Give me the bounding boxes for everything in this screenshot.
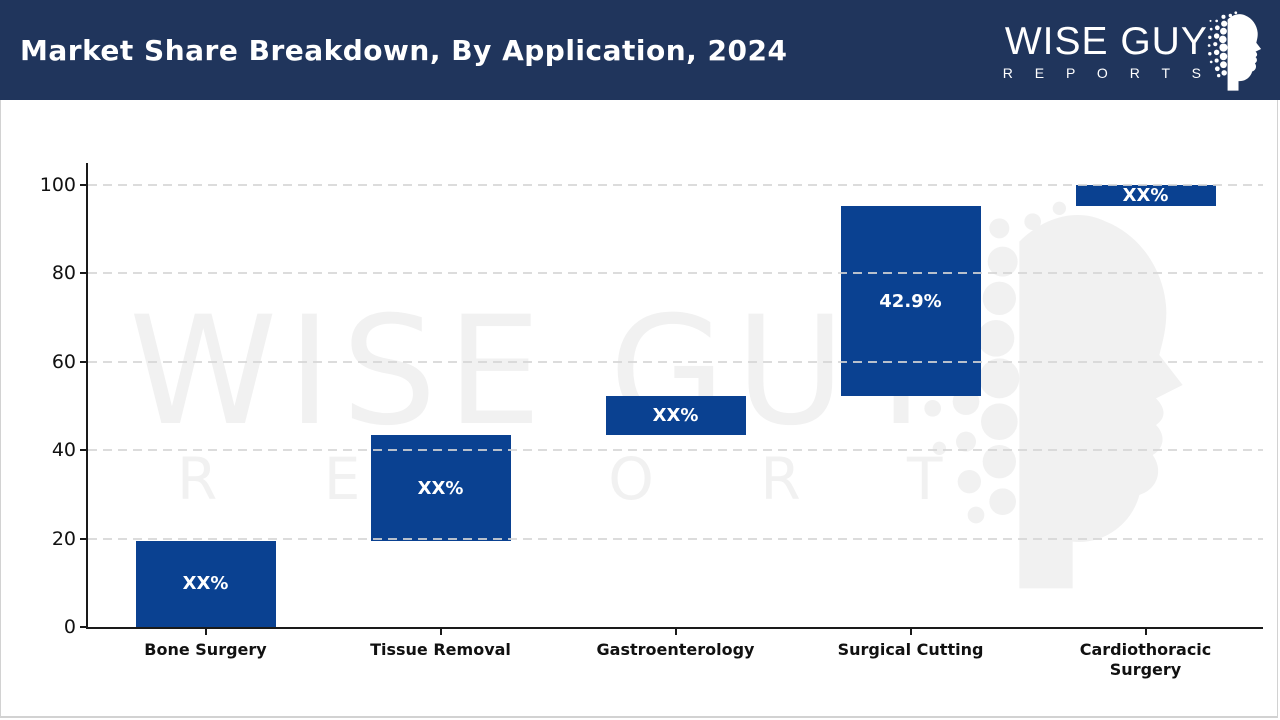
wiseguy-logo-text: WISE GUY R E P O R T S [1003,22,1210,81]
y-tick-mark [80,537,88,540]
bar-value-label: XX% [1122,185,1169,207]
x-tick-mark [439,627,442,635]
bar: XX% [1075,185,1216,207]
wiseguy-logo-name: WISE GUY [1004,19,1208,63]
y-tick-mark [80,360,88,363]
x-tick-mark [674,627,677,635]
wiseguy-logo-reports: R E P O R T S [1002,64,1210,81]
bar: XX% [370,435,511,541]
bar-value-label: XX% [182,573,229,595]
gridline [88,360,1263,363]
wiseguy-logo: WISE GUY R E P O R T S [1003,10,1262,92]
bar: XX% [135,540,276,627]
y-tick-label: 100 [39,174,76,197]
bar-value-label: 42.9% [879,290,942,312]
wiseguy-head-logo-icon [1207,11,1262,91]
page-title: Market Share Breakdown, By Application, … [20,33,788,67]
header-band: Market Share Breakdown, By Application, … [0,0,1280,100]
watermark-text-line1: WISE GUY [129,285,957,459]
y-tick-label: 0 [63,616,76,638]
y-tick-mark [80,272,88,275]
gridline [88,184,1263,187]
plot-area: 0 20 40 60 80 100 XX% Bone Surgery XX% Tissue Rem… [40,163,1263,679]
bar-value-label: XX% [652,405,699,427]
x-axis-label: Surgical Cutting [837,640,984,659]
x-tick-mark [1144,627,1147,635]
y-tick-label: 80 [51,262,76,285]
gridline [88,272,1263,275]
y-tick-mark [80,626,88,628]
chart-area: WISE GUY R E P O R T S 0 20 40 60 80 100 XX% Bo… [0,100,1278,718]
bar: XX% [605,395,746,436]
x-axis-label: Gastroenterology [596,640,755,659]
gridline [88,449,1263,452]
watermark-text-line2: R E P O R T S [177,445,1130,513]
y-tick-mark [80,184,88,187]
x-tick-mark [204,627,207,635]
y-tick-label: 40 [51,439,76,462]
x-axis-label: Bone Surgery [144,640,267,659]
bar-value-label: XX% [417,477,464,499]
y-tick-label: 60 [51,350,76,373]
x-axis-label: Cardiothoracic Surgery [1079,640,1212,679]
x-axis-label: Tissue Removal [370,640,511,659]
gridline [88,537,1263,540]
y-tick-label: 20 [51,527,76,550]
bar: 42.9% [840,206,981,396]
y-tick-mark [80,449,88,452]
x-tick-mark [909,627,912,635]
